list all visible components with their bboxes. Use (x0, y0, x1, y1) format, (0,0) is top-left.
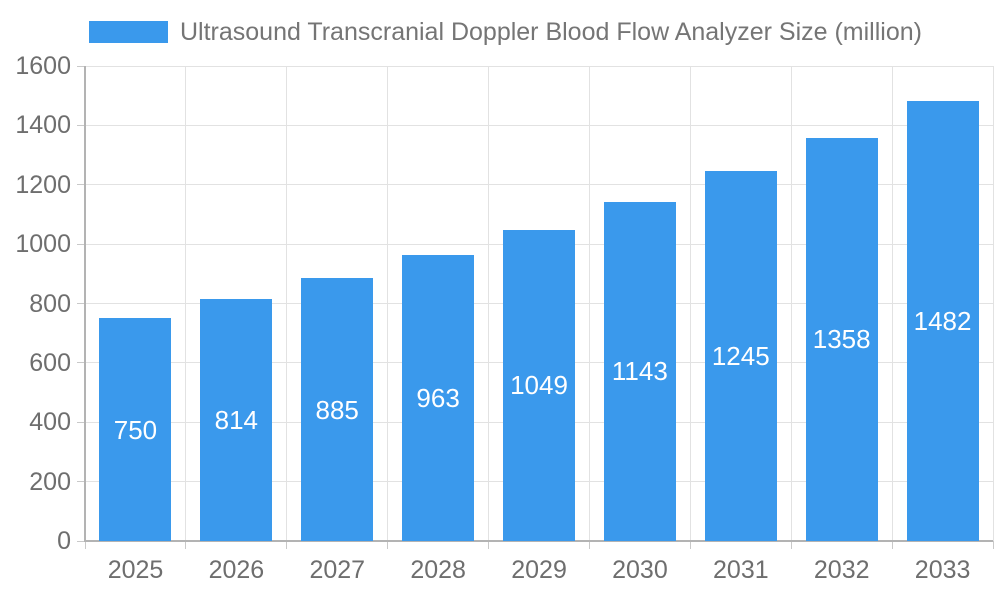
x-axis-tick (84, 541, 86, 549)
bar-2026[interactable]: 814 (200, 299, 273, 541)
x-axis-label: 2027 (309, 556, 366, 584)
x-gridline (488, 66, 490, 541)
y-axis-tick (77, 303, 85, 304)
y-axis-tick (77, 481, 85, 483)
y-axis-label: 1000 (15, 230, 71, 259)
y-axis-tick (77, 540, 85, 542)
bar-value-label: 963 (416, 383, 460, 414)
x-axis-tick (790, 541, 792, 549)
x-axis-tick (588, 541, 590, 549)
y-axis-tick (77, 421, 85, 423)
y-axis-tick (77, 362, 85, 364)
y-axis-label: 200 (29, 467, 71, 496)
y-axis-line (84, 66, 86, 541)
x-axis-label: 2033 (914, 556, 971, 584)
bar-value-label: 885 (315, 394, 359, 425)
y-axis-tick (77, 184, 85, 186)
legend-swatch (89, 21, 168, 43)
y-axis-label: 600 (29, 348, 71, 377)
x-gridline (891, 66, 893, 541)
bar-value-label: 1245 (711, 341, 770, 372)
x-gridline (387, 66, 389, 541)
y-axis-tick (77, 243, 85, 245)
x-axis-tick (488, 541, 490, 549)
x-axis-tick (387, 541, 389, 549)
bar-2029[interactable]: 1049 (503, 229, 575, 541)
x-axis-label: 2031 (713, 556, 769, 584)
x-axis-tick (992, 541, 994, 549)
y-axis-tick (77, 65, 85, 67)
bar-value-label: 1358 (812, 324, 871, 355)
x-gridline (689, 66, 691, 541)
y-gridline (85, 124, 993, 126)
bar-2027[interactable]: 885 (301, 278, 374, 541)
y-axis-label: 0 (57, 527, 71, 555)
x-axis-tick (689, 541, 691, 549)
bar-2032[interactable]: 1358 (805, 137, 878, 541)
x-gridline (588, 66, 590, 541)
x-axis-label: 2030 (612, 556, 668, 584)
bar-value-label: 750 (113, 414, 158, 445)
y-axis-label: 1200 (15, 170, 71, 199)
legend[interactable]: Ultrasound Transcranial Doppler Blood Fl… (89, 17, 922, 47)
y-axis-label: 400 (29, 408, 71, 437)
x-gridline (185, 66, 187, 541)
legend-label: Ultrasound Transcranial Doppler Blood Fl… (180, 18, 922, 46)
bar-value-label: 1143 (611, 356, 668, 387)
y-axis-label: 1600 (15, 52, 71, 80)
bar-2031[interactable]: 1245 (704, 171, 777, 541)
bar-value-label: 1482 (913, 306, 972, 337)
bar-value-label: 814 (214, 405, 259, 436)
y-axis-label: 800 (29, 289, 71, 318)
x-gridline (286, 66, 288, 541)
x-axis-tick (185, 541, 187, 549)
x-axis-label: 2029 (511, 556, 567, 584)
x-gridline (992, 66, 994, 541)
y-axis-label: 1400 (15, 111, 71, 140)
x-axis-label: 2028 (410, 556, 466, 584)
y-gridline (85, 65, 993, 67)
bar-2033[interactable]: 1482 (906, 101, 979, 541)
bar-2030[interactable]: 1143 (603, 201, 676, 541)
y-axis-tick (77, 124, 85, 126)
x-axis-tick (286, 541, 288, 549)
x-axis-label: 2026 (208, 556, 265, 584)
x-gridline (790, 66, 792, 541)
x-axis-label: 2025 (107, 556, 164, 584)
bar-2025[interactable]: 750 (99, 318, 172, 541)
x-axis-tick (891, 541, 893, 549)
bar-2028[interactable]: 963 (402, 255, 475, 541)
y-gridline (85, 184, 993, 186)
bar-value-label: 1049 (510, 370, 568, 401)
x-axis-label: 2032 (813, 556, 870, 584)
